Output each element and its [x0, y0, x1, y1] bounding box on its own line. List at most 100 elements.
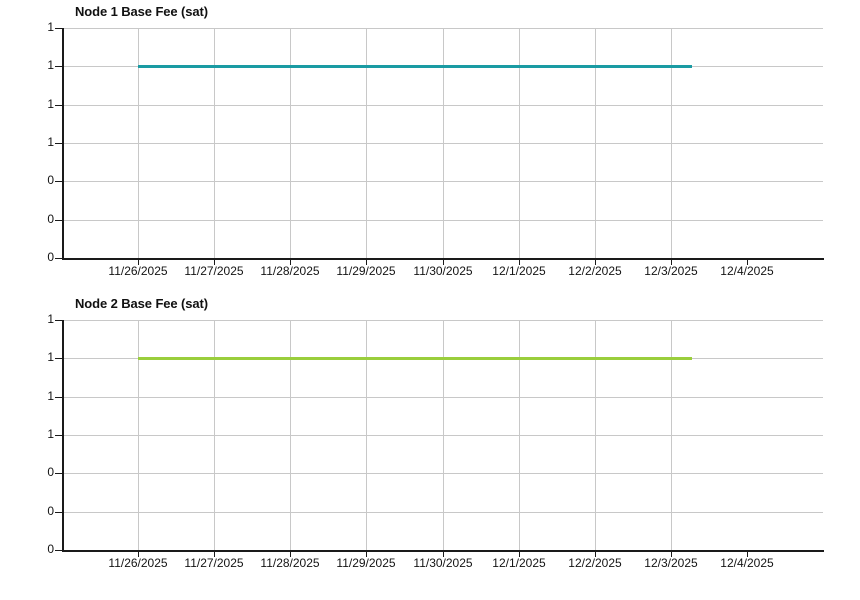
x-axis-tick — [214, 551, 215, 557]
x-axis-tick-label: 12/2/2025 — [568, 556, 622, 570]
gridline-horizontal — [62, 220, 823, 221]
x-axis-tick — [747, 551, 748, 557]
gridline-vertical — [443, 28, 444, 258]
x-axis-tick-label: 12/3/2025 — [644, 264, 698, 278]
y-axis-tick — [55, 66, 62, 67]
x-axis-tick — [747, 259, 748, 265]
gridline-vertical — [595, 28, 596, 258]
y-axis-tick — [55, 181, 62, 182]
y-axis-tick-label: 1 — [47, 58, 54, 72]
y-axis-tick-label: 0 — [47, 504, 54, 518]
y-axis-tick-label: 0 — [47, 173, 54, 187]
gridline-horizontal — [62, 181, 823, 182]
gridline-vertical — [519, 320, 520, 550]
gridline-vertical — [671, 28, 672, 258]
gridline-horizontal — [62, 143, 823, 144]
y-axis-line — [62, 320, 64, 551]
x-axis-tick — [443, 259, 444, 265]
gridline-vertical — [214, 28, 215, 258]
chart-panel-node-2: Node 2 Base Fee (sat) 1 1 1 1 0 0 0 11/26/2025… — [0, 292, 860, 582]
x-axis-tick-label: 12/1/2025 — [492, 556, 546, 570]
y-axis-tick — [55, 550, 62, 551]
y-axis-tick — [55, 220, 62, 221]
gridline-horizontal — [62, 512, 823, 513]
series-line — [138, 357, 692, 360]
gridline-horizontal — [62, 105, 823, 106]
gridline-vertical — [138, 320, 139, 550]
y-axis-tick — [55, 435, 62, 436]
x-axis-tick-label: 12/3/2025 — [644, 556, 698, 570]
x-axis-tick — [366, 551, 367, 557]
plot-area — [62, 28, 823, 258]
x-axis-tick — [671, 259, 672, 265]
y-axis-tick-label: 0 — [47, 212, 54, 226]
gridline-horizontal — [62, 473, 823, 474]
gridline-vertical — [519, 28, 520, 258]
y-axis-tick — [55, 512, 62, 513]
x-axis-tick — [290, 551, 291, 557]
x-axis-tick-label: 11/26/2025 — [108, 556, 168, 570]
y-axis-tick — [55, 320, 62, 321]
x-axis-tick-label: 11/30/2025 — [413, 264, 473, 278]
gridline-vertical — [671, 320, 672, 550]
y-axis-line — [62, 28, 64, 259]
x-axis-tick — [290, 259, 291, 265]
x-axis-tick-label: 11/27/2025 — [184, 264, 244, 278]
gridline-vertical — [290, 320, 291, 550]
gridline-vertical — [290, 28, 291, 258]
x-axis-tick — [519, 259, 520, 265]
x-axis-tick — [595, 259, 596, 265]
y-axis-tick-label: 1 — [47, 350, 54, 364]
x-axis-tick-label: 12/4/2025 — [720, 556, 774, 570]
gridline-horizontal — [62, 435, 823, 436]
x-axis-tick-label: 11/27/2025 — [184, 556, 244, 570]
x-axis-tick-label: 11/30/2025 — [413, 556, 473, 570]
y-axis-tick — [55, 258, 62, 259]
gridline-vertical — [366, 320, 367, 550]
y-axis-tick-label: 1 — [47, 97, 54, 111]
x-axis-tick-label: 11/29/2025 — [336, 264, 396, 278]
y-axis-tick — [55, 143, 62, 144]
gridline-horizontal — [62, 28, 823, 29]
y-axis-tick-label: 0 — [47, 465, 54, 479]
x-axis-tick — [138, 259, 139, 265]
gridline-vertical — [443, 320, 444, 550]
x-axis-tick — [443, 551, 444, 557]
y-axis-tick-label: 1 — [47, 135, 54, 149]
y-axis-tick-label: 1 — [47, 312, 54, 326]
x-axis-tick — [671, 551, 672, 557]
chart-panel-node-1: Node 1 Base Fee (sat) 1 1 1 1 0 0 0 11/26/2025… — [0, 0, 860, 290]
y-axis-tick — [55, 473, 62, 474]
x-axis-tick-label: 11/28/2025 — [260, 556, 320, 570]
x-axis-tick — [366, 259, 367, 265]
y-axis-tick-label: 0 — [47, 250, 54, 264]
y-axis-tick — [55, 397, 62, 398]
x-axis-tick — [595, 551, 596, 557]
y-axis-tick — [55, 358, 62, 359]
y-axis-tick-label: 1 — [47, 20, 54, 34]
y-axis-tick — [55, 105, 62, 106]
gridline-vertical — [595, 320, 596, 550]
plot-area — [62, 320, 823, 550]
x-axis-tick-label: 11/26/2025 — [108, 264, 168, 278]
series-line — [138, 65, 692, 68]
gridline-horizontal — [62, 397, 823, 398]
x-axis-tick-label: 12/2/2025 — [568, 264, 622, 278]
y-axis-tick-label: 1 — [47, 389, 54, 403]
x-axis-tick-label: 11/28/2025 — [260, 264, 320, 278]
x-axis-tick-label: 12/1/2025 — [492, 264, 546, 278]
x-axis-tick-label: 11/29/2025 — [336, 556, 396, 570]
gridline-vertical — [366, 28, 367, 258]
y-axis-tick-label: 1 — [47, 427, 54, 441]
chart-title: Node 1 Base Fee (sat) — [75, 4, 209, 19]
x-axis-tick-label: 12/4/2025 — [720, 264, 774, 278]
x-axis-tick — [519, 551, 520, 557]
y-axis-tick — [55, 28, 62, 29]
x-axis-tick — [214, 259, 215, 265]
gridline-vertical — [214, 320, 215, 550]
gridline-vertical — [138, 28, 139, 258]
gridline-horizontal — [62, 320, 823, 321]
y-axis-tick-label: 0 — [47, 542, 54, 556]
chart-title: Node 2 Base Fee (sat) — [75, 296, 209, 311]
